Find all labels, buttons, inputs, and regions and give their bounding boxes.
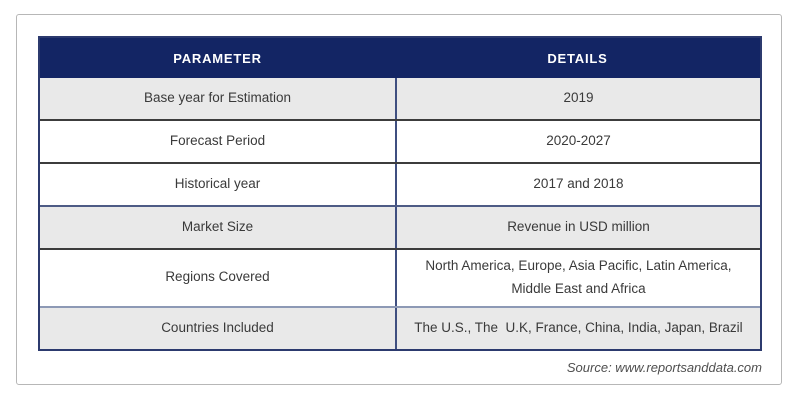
table-row-regions-covered: Regions Covered North America, Europe, A… [40,248,760,306]
table-row-forecast-period: Forecast Period 2020-2027 [40,119,760,162]
details-cell: The U.S., The U.K, France, China, India,… [394,307,760,349]
details-cell: 2020-2027 [394,121,760,162]
parameter-cell: Forecast Period [169,133,266,149]
parameter-cell: Historical year [174,176,261,192]
report-scope-table: PARAMETER DETAILS Base year for Estimati… [38,36,762,351]
table-body: Base year for Estimation 2019 Forecast P… [40,78,760,349]
parameter-cell: Countries Included [161,319,274,335]
parameter-cell: Market Size [181,219,254,235]
table-row-countries-included: Countries Included The U.S., The U.K, Fr… [40,305,760,349]
header-cell-details: DETAILS [547,50,608,66]
header-cell-parameter: PARAMETER [173,50,262,66]
details-cell: 2019 [394,78,760,119]
source-attribution: Source: www.reportsanddata.com [566,360,762,375]
parameter-cell: Base year for Estimation [143,90,292,106]
table-row-historical-year: Historical year 2017 and 2018 [40,162,760,205]
table-row-base-year: Base year for Estimation 2019 [40,78,760,119]
details-cell: 2017 and 2018 [394,164,760,205]
parameter-cell: Regions Covered [165,269,270,285]
table-row-market-size: Market Size Revenue in USD million [40,205,760,248]
details-cell: North America, Europe, Asia Pacific, Lat… [394,250,760,306]
details-cell: Revenue in USD million [394,207,760,248]
table-header-row: PARAMETER DETAILS [40,38,760,78]
